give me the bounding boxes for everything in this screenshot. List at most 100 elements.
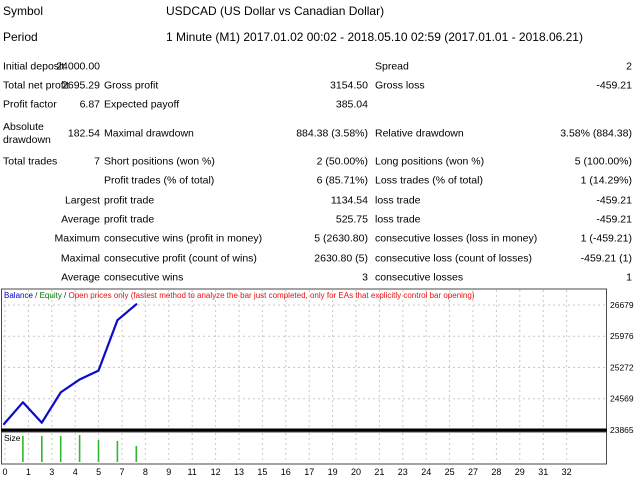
report-cell: 2 (50.00%) [316, 155, 368, 168]
report-cell: -459.21 [596, 79, 632, 92]
report-cell: 525.75 [335, 213, 368, 226]
report-cell: Average [61, 213, 100, 226]
x-axis-label: 3 [49, 467, 54, 477]
report-cell: 2695.29 [62, 79, 100, 92]
report-cell: 385.04 [335, 98, 368, 111]
report-row: Profit trades (% of total) 6 (85.71%) Loss… [0, 172, 640, 191]
report-cell: 1 [626, 271, 632, 284]
report-cell: Expected payoff [104, 98, 180, 111]
report-cell: 1 (-459.21) [580, 232, 632, 245]
report-cell: Total net profit [3, 79, 69, 92]
x-axis-label: 9 [166, 467, 171, 477]
period-label: Period [3, 30, 38, 44]
report-cell: 1134.54 [330, 194, 368, 207]
report-cell: Initial deposit [3, 60, 65, 73]
x-axis-label: 20 [351, 467, 361, 477]
report-cell: consecutive loss (count of losses) [375, 252, 532, 265]
balance-line [2, 303, 138, 426]
report-cell: 2 [626, 60, 632, 73]
report-cell: Gross loss [375, 79, 425, 92]
x-axis-label: 25 [445, 467, 455, 477]
report-cell: consecutive wins (profit in money) [104, 232, 263, 245]
report-cell: consecutive losses [375, 271, 464, 284]
report-cell: -459.21 [596, 213, 632, 226]
report-cell: Largest [64, 194, 100, 207]
report-row: Average consecutive wins 3 consecutive loss… [0, 269, 640, 288]
x-axis-label: 19 [328, 467, 338, 477]
period-row: Period 1 Minute (M1) 2017.01.02 00:02 - … [0, 28, 640, 48]
x-axis-label: 29 [515, 467, 525, 477]
report-cell: Loss trades (% of total) [375, 174, 483, 187]
y-axis-label: 26679 [610, 300, 634, 310]
report-row: Absolute drawdown 182.54 Maximal drawdown 8… [0, 115, 640, 152]
report-cell: consecutive wins [104, 271, 184, 284]
symbol-row: Symbol USDCAD (US Dollar vs Canadian Dol… [0, 2, 640, 22]
report-cell: 24000.00 [56, 60, 100, 73]
report-cell: 1 (14.29%) [580, 174, 632, 187]
report-cell: Relative drawdown [375, 127, 464, 140]
report-row: Total trades 7 Short positions (won %) 2 (5… [0, 152, 640, 171]
x-axis-label: 1 [26, 467, 31, 477]
report-row: Maximum consecutive wins (profit in money… [0, 230, 640, 249]
report-row: Largest profit trade 1134.54 loss trade -459… [0, 191, 640, 210]
report-cell: Gross profit [104, 79, 159, 92]
report-cell: profit trade [104, 194, 155, 207]
report-cell: 6.87 [79, 98, 100, 111]
x-axis-label: 27 [468, 467, 478, 477]
report-cell: Profit factor [3, 98, 57, 111]
x-axis-label: 28 [491, 467, 501, 477]
report-cell: Maximal drawdown [104, 127, 194, 140]
report-cell: Short positions (won %) [104, 155, 215, 168]
symbol-value: USDCAD (US Dollar vs Canadian Dollar) [166, 4, 385, 18]
size-panel-frame [1, 431, 607, 465]
report-row: Average profit trade 525.75 loss trade -459.… [0, 210, 640, 229]
balance-chart: 0 1 3 4 5 7 8 9 11 12 13 15 16 17 19 20 21 23 24 25 27 28 29 31… [0, 288, 640, 480]
report-row: Profit factor 6.87 Expected payoff 385.04 [0, 96, 640, 115]
x-axis-label: 7 [119, 467, 124, 477]
x-axis-label: 5 [96, 467, 101, 477]
x-axis-label: 8 [143, 467, 148, 477]
report-cell: 7 [94, 155, 100, 168]
report-cell: 6 (85.71%) [316, 174, 368, 187]
size-panel-label: Size [4, 433, 21, 443]
report-cell: 3154.50 [330, 79, 368, 92]
report-cell: Profit trades (% of total) [104, 174, 215, 187]
y-axis-label: 25976 [610, 331, 634, 341]
report-table: Initial deposit 24000.00 Spread 2 Total net … [0, 57, 640, 288]
report-cell: Absolute drawdown [3, 120, 51, 146]
chart-legend: Balance / Equity / Open prices only (fas… [4, 291, 475, 300]
report-cell: 5 (2630.80) [314, 232, 368, 245]
x-axis-label: 23 [398, 467, 408, 477]
report-cell: loss trade [375, 194, 421, 207]
report-cell: -459.21 [596, 194, 632, 207]
report-cell: Spread [375, 60, 409, 73]
report-cell: 3.58% (884.38) [560, 127, 632, 140]
x-axis-label: 0 [2, 467, 7, 477]
report-cell: -459.21 (1) [580, 252, 632, 265]
report-cell: consecutive profit (count of wins) [104, 252, 257, 265]
report-cell: 5 (100.00%) [574, 155, 632, 168]
report-cell: 182.54 [67, 127, 100, 140]
x-axis-label: 17 [304, 467, 314, 477]
report-cell: loss trade [375, 213, 421, 226]
x-axis-label: 21 [374, 467, 384, 477]
x-axis-label: 4 [73, 467, 78, 477]
main-panel-frame [1, 288, 607, 431]
y-axis-label: 23865 [610, 425, 634, 435]
x-axis-label: 15 [257, 467, 267, 477]
report-cell: Average [61, 271, 100, 284]
report-row: Initial deposit 24000.00 Spread 2 [0, 57, 640, 76]
symbol-label: Symbol [3, 4, 44, 18]
x-axis-label: 31 [538, 467, 548, 477]
report-cell: Total trades [3, 155, 58, 168]
x-axis-label: 32 [562, 467, 572, 477]
report-row: Maximal consecutive profit (count of wins… [0, 249, 640, 268]
x-axis-label: 24 [421, 467, 431, 477]
report-cell: 884.38 (3.58%) [296, 127, 368, 140]
report-cell: 2630.80 (5) [314, 252, 368, 265]
report-cell: profit trade [104, 213, 155, 226]
x-axis-label: 11 [188, 467, 197, 477]
report-cell: consecutive losses (loss in money) [375, 232, 538, 245]
report-cell: Maximal [60, 252, 100, 265]
